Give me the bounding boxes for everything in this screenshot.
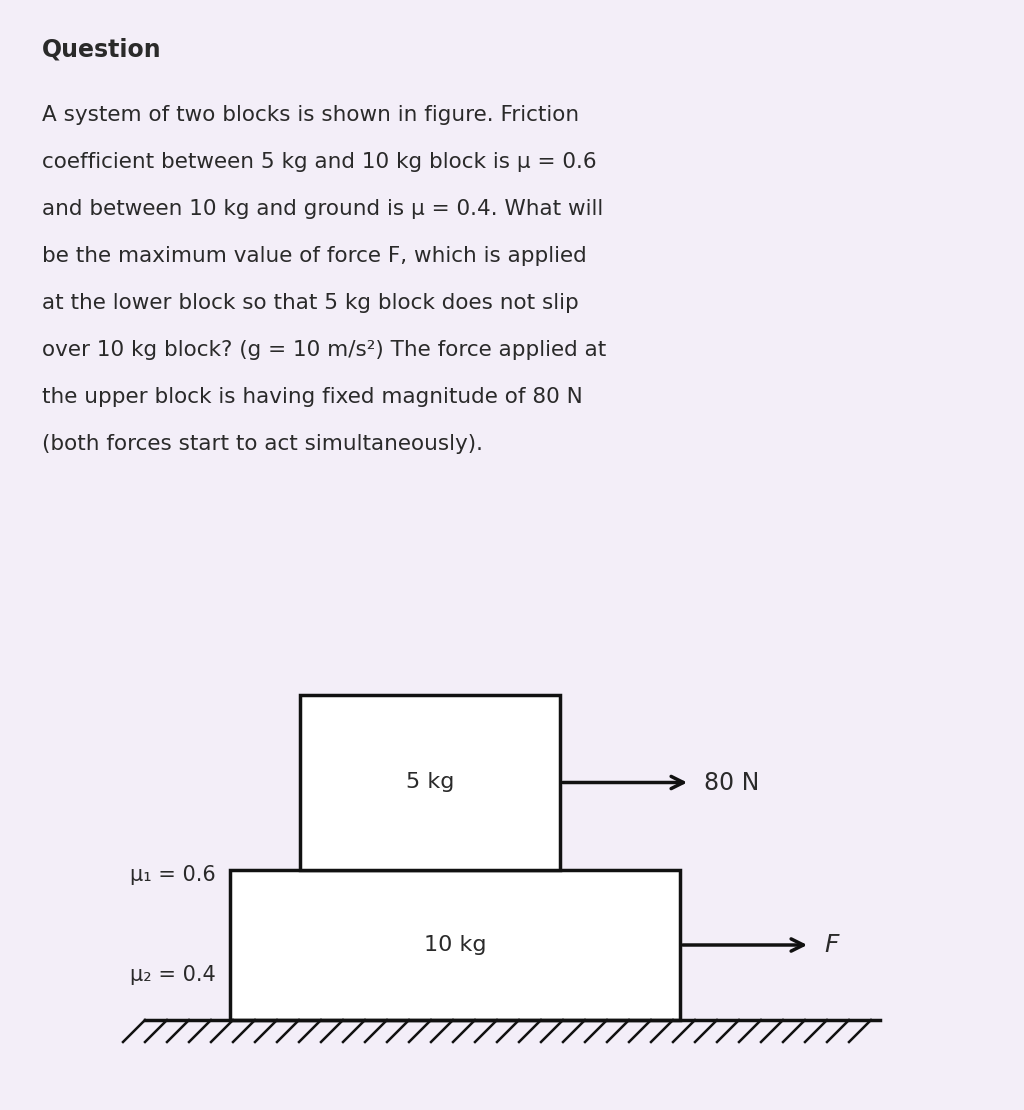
Text: the upper block is having fixed magnitude of 80 N: the upper block is having fixed magnitud… bbox=[42, 387, 583, 407]
Text: 80 N: 80 N bbox=[705, 770, 760, 795]
Text: 5 kg: 5 kg bbox=[406, 773, 455, 793]
Text: (both forces start to act simultaneously).: (both forces start to act simultaneously… bbox=[42, 434, 483, 454]
Text: coefficient between 5 kg and 10 kg block is μ = 0.6: coefficient between 5 kg and 10 kg block… bbox=[42, 152, 597, 172]
Text: be the maximum value of force F, which is applied: be the maximum value of force F, which i… bbox=[42, 246, 587, 266]
Text: A system of two blocks is shown in figure. Friction: A system of two blocks is shown in figur… bbox=[42, 105, 580, 125]
Text: μ₁ = 0.6: μ₁ = 0.6 bbox=[130, 865, 216, 885]
Text: μ₂ = 0.4: μ₂ = 0.4 bbox=[130, 965, 216, 985]
Text: at the lower block so that 5 kg block does not slip: at the lower block so that 5 kg block do… bbox=[42, 293, 579, 313]
Bar bbox=[230, 870, 680, 1020]
Text: 10 kg: 10 kg bbox=[424, 935, 486, 955]
Bar bbox=[300, 695, 560, 870]
Text: F: F bbox=[824, 934, 839, 957]
Text: and between 10 kg and ground is μ = 0.4. What will: and between 10 kg and ground is μ = 0.4.… bbox=[42, 199, 603, 219]
Text: Question: Question bbox=[42, 38, 162, 62]
Text: over 10 kg block? (g = 10 m/s²) The force applied at: over 10 kg block? (g = 10 m/s²) The forc… bbox=[42, 340, 606, 360]
